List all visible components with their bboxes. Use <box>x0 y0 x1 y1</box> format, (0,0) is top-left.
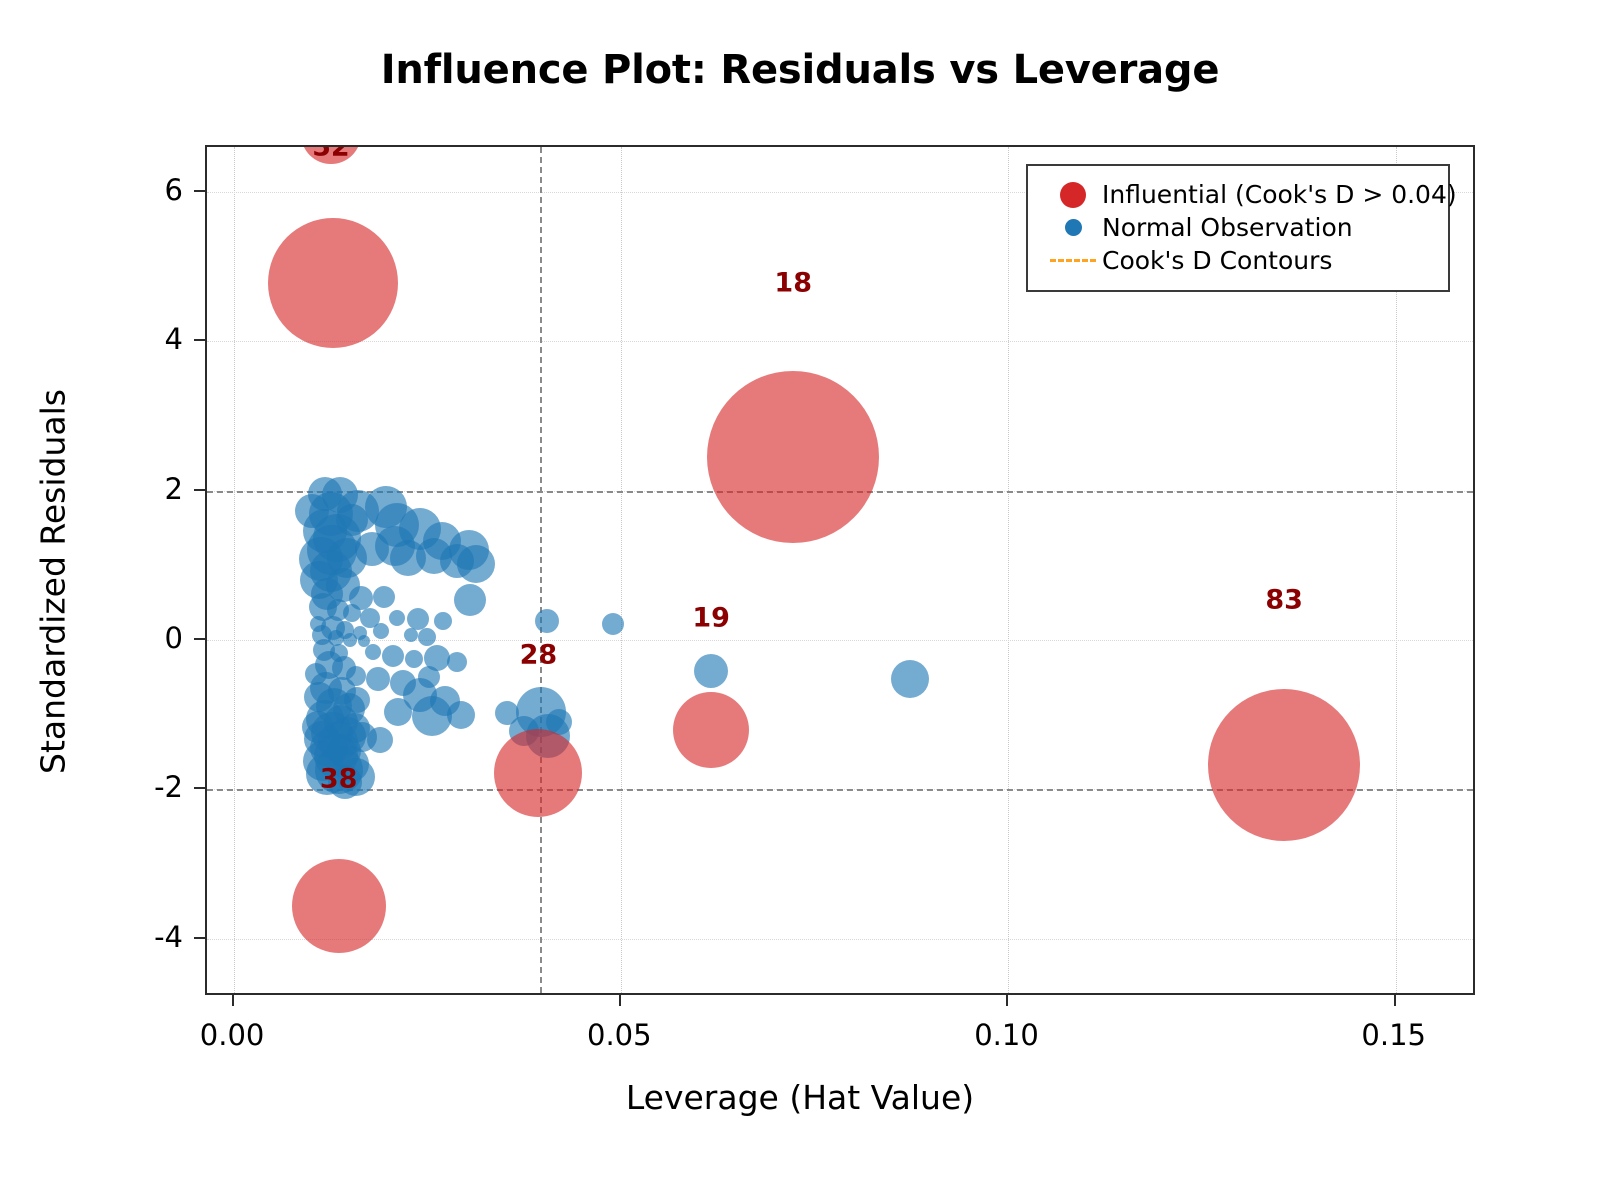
gridline-horizontal <box>207 639 1473 641</box>
point-label-19: 19 <box>692 602 730 634</box>
x-tick-label: 0.10 <box>974 1018 1039 1052</box>
data-point-normal <box>494 701 519 726</box>
data-point-influential <box>673 691 750 768</box>
y-tick-label: 0 <box>164 620 183 655</box>
data-point-normal <box>359 607 380 628</box>
x-tick-label: 0.00 <box>199 1018 265 1052</box>
y-tick-label: 2 <box>164 471 183 506</box>
y-tick-label: 6 <box>164 172 183 207</box>
data-point-normal <box>412 696 453 737</box>
x-tick-label: 0.05 <box>587 1018 652 1052</box>
data-point-normal <box>694 654 729 689</box>
y-tick <box>194 339 205 342</box>
page-title: Influence Plot: Residuals vs Leverage <box>380 47 1220 93</box>
x-tick <box>1006 995 1009 1006</box>
influential-marker-icon <box>1044 181 1102 208</box>
contour-line-icon <box>1044 259 1102 262</box>
x-tick <box>232 995 235 1006</box>
data-point-normal <box>366 666 391 691</box>
data-point-normal <box>388 609 405 626</box>
y-tick <box>194 488 205 491</box>
legend-label-influential: Influential (Cook's D > 0.04) <box>1102 180 1457 209</box>
legend-label-contours: Cook's D Contours <box>1102 246 1333 275</box>
gridline-horizontal <box>207 191 1473 193</box>
y-tick-label: 4 <box>164 322 183 357</box>
data-point-influential <box>300 147 361 164</box>
legend-label-normal: Normal Observation <box>1102 213 1353 242</box>
x-tick <box>1393 995 1396 1006</box>
legend: Influential (Cook's D > 0.04) Normal Obs… <box>1026 164 1457 292</box>
y-tick <box>194 189 205 192</box>
data-point-normal <box>373 623 390 639</box>
data-point-normal <box>417 627 436 646</box>
normal-marker-icon <box>1044 219 1102 236</box>
data-point-normal <box>372 585 395 608</box>
data-point-normal <box>434 611 453 630</box>
gridline-horizontal <box>207 341 1473 343</box>
y-tick <box>194 787 205 790</box>
data-point-normal <box>454 583 487 616</box>
x-tick-label: 0.15 <box>1361 1018 1426 1052</box>
plot-clip: 52 18 83 19 28 38 <box>207 147 1473 993</box>
reference-line-horizontal <box>207 789 1473 792</box>
data-point-influential <box>291 858 386 953</box>
y-tick <box>194 637 205 640</box>
data-point-normal <box>891 659 930 698</box>
data-point-normal <box>358 635 371 648</box>
x-axis-label: Leverage (Hat Value) <box>625 1078 975 1117</box>
gridline-vertical <box>1395 147 1397 993</box>
data-point-normal <box>403 628 418 643</box>
data-point-normal <box>381 645 404 668</box>
y-axis-label: Standardized Residuals <box>33 389 73 774</box>
data-point-normal <box>342 604 361 623</box>
data-point-normal <box>534 608 559 633</box>
reference-line-vertical <box>539 147 542 993</box>
data-point-influential <box>707 370 880 543</box>
gridline-vertical <box>234 147 236 993</box>
data-point-normal <box>365 643 382 660</box>
point-label-18: 18 <box>774 267 812 299</box>
legend-item-normal: Normal Observation <box>1044 211 1432 244</box>
data-point-influential <box>494 728 583 817</box>
data-point-influential <box>1208 689 1361 842</box>
x-tick <box>619 995 622 1006</box>
legend-item-influential: Influential (Cook's D > 0.04) <box>1044 178 1457 211</box>
data-point-normal <box>447 652 468 673</box>
point-label-83: 83 <box>1265 584 1303 616</box>
data-point-normal <box>343 632 358 647</box>
data-point-normal <box>447 700 475 729</box>
data-point-normal <box>367 727 394 754</box>
data-point-influential <box>268 217 399 348</box>
data-point-normal <box>383 697 412 726</box>
y-tick-label: -4 <box>154 919 183 954</box>
gridline-horizontal <box>207 938 1473 940</box>
point-label-28: 28 <box>519 639 558 671</box>
gridline-vertical <box>1008 147 1010 993</box>
y-tick <box>194 936 205 939</box>
legend-item-contours: Cook's D Contours <box>1044 244 1432 277</box>
data-point-normal <box>456 544 495 583</box>
data-point-normal <box>404 650 423 669</box>
data-point-normal <box>601 612 624 635</box>
data-point-normal <box>327 764 362 799</box>
gridline-vertical <box>621 147 623 993</box>
y-tick-label: -2 <box>154 770 183 805</box>
data-point-normal <box>407 608 430 631</box>
